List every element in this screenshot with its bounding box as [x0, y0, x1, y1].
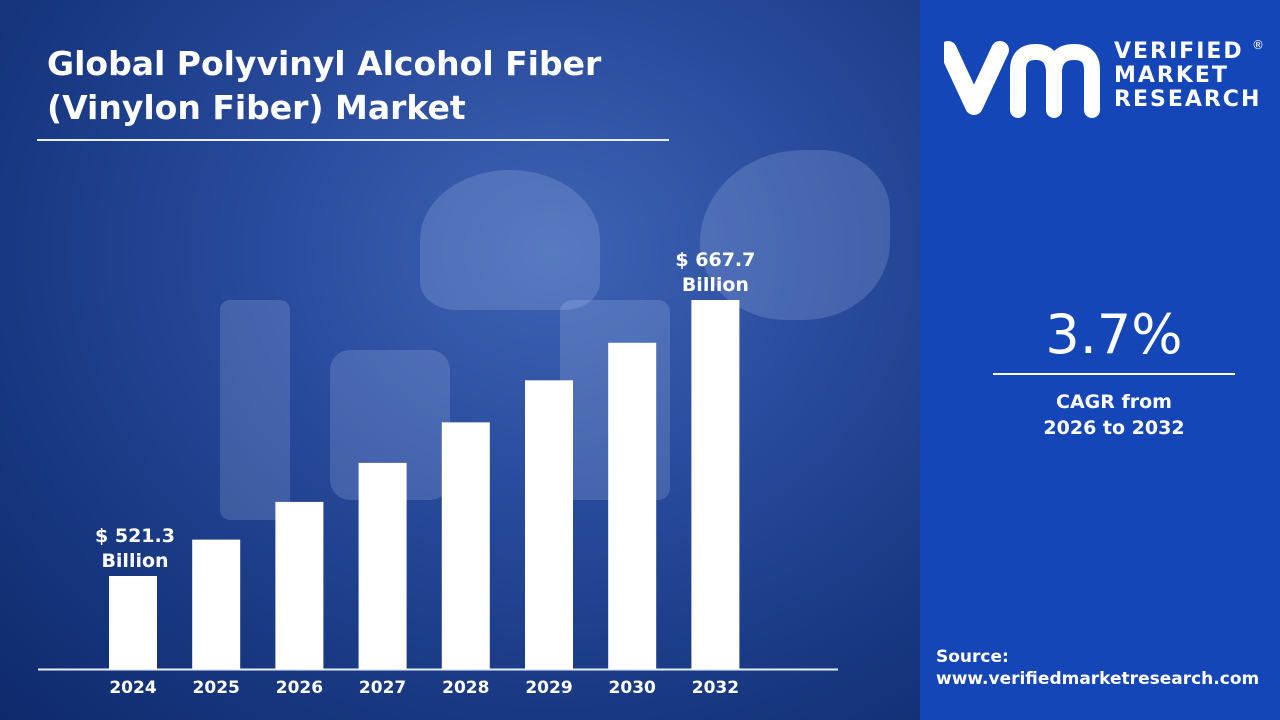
cagr-label-line-1: CAGR from	[1056, 391, 1172, 413]
bar-2027	[358, 462, 407, 669]
source-url: www.verifiedmarketresearch.com	[936, 669, 1260, 689]
bar-2032	[691, 300, 740, 669]
data-label-2024-line-2: Billion	[101, 550, 168, 572]
brand-line-1: VERIFIED	[1114, 39, 1244, 64]
bar-2026	[275, 501, 324, 669]
bar-2029	[525, 380, 573, 669]
bar-2030	[608, 342, 657, 669]
title-divider	[37, 139, 669, 141]
cagr-label-line-2: 2026 to 2032	[1043, 417, 1185, 439]
title-line-1: Global Polyvinyl Alcohol Fiber	[47, 44, 602, 83]
bar-chart: 2024 2025 2026 2027 2028 2029 2030 2032 $ 521.3 B…	[38, 249, 838, 698]
brand-line-3: RESEARCH	[1114, 87, 1262, 112]
data-label-2032-line-2: Billion	[682, 274, 749, 296]
source-block: Source: www.verifiedmarketresearch.com	[936, 646, 1259, 690]
chart-title: Global Polyvinyl Alcohol Fiber (Vinylon …	[47, 42, 687, 130]
cagr-label: CAGR from 2026 to 2032	[993, 389, 1235, 441]
brand-line-2: MARKET	[1114, 63, 1229, 88]
cagr-divider	[993, 373, 1235, 375]
x-tick-label-2032: 2032	[692, 678, 739, 698]
x-tick-label-2028: 2028	[442, 678, 489, 698]
title-line-2: (Vinylon Fiber) Market	[47, 88, 466, 127]
x-tick-label-2024: 2024	[109, 678, 156, 698]
data-label-2032-line-1: $ 667.7	[675, 249, 755, 271]
background-glove-shape	[700, 150, 890, 320]
source-label: Source:	[936, 647, 1009, 667]
cagr-value: 3.7%	[1045, 303, 1183, 366]
bar-2025	[192, 539, 241, 669]
background-bottle-shape	[220, 300, 290, 520]
x-tick-label-2030: 2030	[609, 678, 656, 698]
x-tick-label-2026: 2026	[276, 678, 323, 698]
background-beaker-shape	[420, 170, 600, 310]
data-label-2024-line-1: $ 521.3	[95, 525, 175, 547]
info-panel	[920, 0, 1280, 720]
bar-2028	[441, 422, 490, 669]
x-tick-label-2027: 2027	[359, 678, 406, 698]
x-tick-label-2025: 2025	[193, 678, 240, 698]
bar-2024	[109, 576, 157, 669]
brand-name: VERIFIED MARKET RESEARCH	[1114, 40, 1261, 112]
vmr-logo-icon	[944, 41, 1100, 118]
registered-mark: ®	[1252, 38, 1264, 52]
x-tick-label-2029: 2029	[525, 678, 572, 698]
